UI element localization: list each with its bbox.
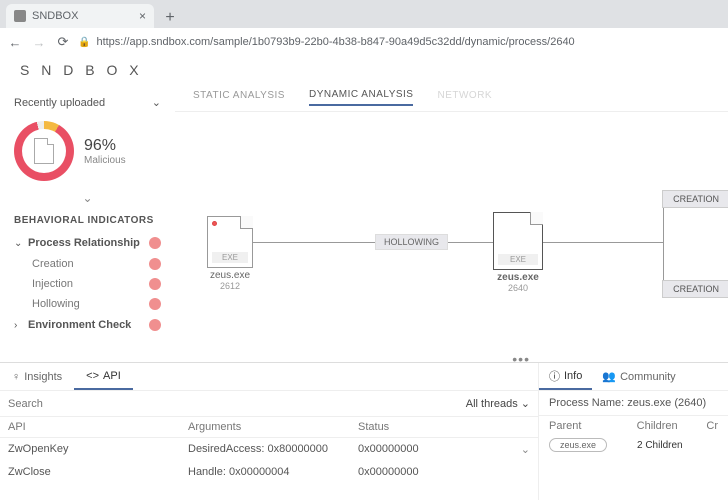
url-bar[interactable]: 🔒 https://app.sndbox.com/sample/1b0793b9…: [78, 36, 722, 48]
process-node[interactable]: EXE zeus.exe 2640: [493, 212, 543, 293]
tab-network[interactable]: NETWORK: [437, 90, 492, 105]
url-text: https://app.sndbox.com/sample/1b0793b9-2…: [96, 36, 574, 48]
bulb-icon: ♀: [12, 371, 20, 383]
sidebar-item-injection[interactable]: Injection: [14, 274, 161, 294]
graph-edge: [543, 242, 663, 243]
indicator-dot: [149, 237, 161, 249]
table-row[interactable]: ZwClose Handle: 0x00000004 0x00000000: [0, 461, 538, 483]
tab-favicon: [14, 10, 26, 22]
sidebar-item-creation[interactable]: Creation: [14, 254, 161, 274]
score-label: Malicious: [84, 155, 126, 166]
logo: S N D B O X: [20, 62, 143, 78]
sidebar-item-hollowing[interactable]: Hollowing: [14, 294, 161, 314]
chevron-right-icon: ›: [14, 320, 28, 331]
info-icon: ⓘ: [549, 368, 560, 384]
back-icon[interactable]: ←: [6, 35, 24, 50]
reload-icon[interactable]: ⟳: [54, 34, 72, 50]
parent-pill[interactable]: zeus.exe: [549, 438, 607, 452]
tab-community[interactable]: 👥Community: [592, 363, 685, 390]
more-icon[interactable]: •••: [512, 351, 530, 367]
lock-icon: 🔒: [78, 37, 90, 48]
score-percent: 96%: [84, 137, 126, 155]
indicator-dot: [149, 319, 161, 331]
process-graph[interactable]: EXE zeus.exe 2612 HOLLOWING EXE zeus.exe…: [175, 112, 728, 362]
indicator-dot: [149, 298, 161, 310]
process-node[interactable]: EXE zeus.exe 2612: [207, 216, 253, 291]
graph-edge: [663, 198, 664, 288]
edge-label: HOLLOWING: [375, 234, 448, 250]
recent-dropdown[interactable]: Recently uploaded ⌄: [14, 92, 161, 113]
chevron-down-icon: ⌄: [14, 238, 28, 249]
tab-info[interactable]: ⓘInfo: [539, 363, 592, 390]
new-tab-button[interactable]: +: [160, 8, 180, 28]
chevron-down-icon[interactable]: ⌄: [521, 443, 530, 456]
creation-label: CREATION: [662, 280, 728, 298]
creation-label: CREATION: [662, 190, 728, 208]
malicious-gauge: [14, 121, 74, 181]
tab-api[interactable]: <>API: [74, 363, 133, 390]
tab-static[interactable]: STATIC ANALYSIS: [193, 90, 285, 105]
tab-title: SNDBOX: [32, 10, 78, 22]
indicator-dot: [149, 278, 161, 290]
table-head: API Arguments Status: [0, 417, 538, 438]
table-row[interactable]: ZwOpenKey DesiredAccess: 0x80000000 0x00…: [0, 438, 538, 461]
threads-dropdown[interactable]: All threads ⌄: [458, 397, 538, 410]
sidebar-item-process-rel[interactable]: ⌄ Process Relationship: [14, 232, 161, 254]
close-icon[interactable]: ×: [139, 9, 146, 23]
graph-edge: [253, 242, 493, 243]
forward-icon[interactable]: →: [30, 35, 48, 50]
table-head: Parent Children Cr: [539, 416, 728, 436]
tab-insights[interactable]: ♀Insights: [0, 363, 74, 390]
sidebar-item-env-check[interactable]: › Environment Check: [14, 314, 161, 336]
indicator-dot: [149, 258, 161, 270]
chevron-down-icon: ⌄: [152, 96, 161, 109]
table-row: zeus.exe 2 Children: [539, 436, 728, 455]
search-input[interactable]: [0, 398, 458, 410]
people-icon: 👥: [602, 370, 616, 383]
process-name: Process Name: zeus.exe (2640): [539, 391, 728, 416]
dropdown-label: Recently uploaded: [14, 97, 105, 109]
browser-tab[interactable]: SNDBOX ×: [6, 4, 154, 28]
behavioral-header: BEHAVIORAL INDICATORS: [14, 215, 161, 226]
tab-dynamic[interactable]: DYNAMIC ANALYSIS: [309, 89, 414, 106]
sidebar-item-label: Process Relationship: [28, 237, 149, 249]
expand-icon[interactable]: ⌄: [14, 191, 161, 205]
code-icon: <>: [86, 370, 99, 382]
